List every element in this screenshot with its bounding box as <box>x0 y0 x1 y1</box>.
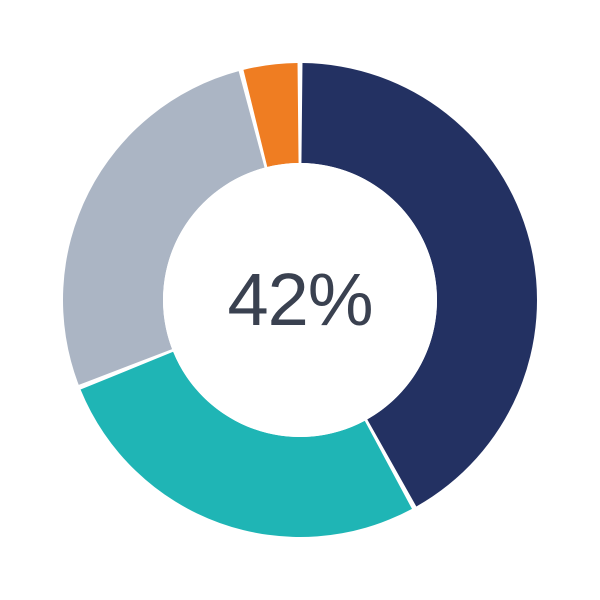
donut-slice-1[interactable] <box>301 63 538 507</box>
donut-slice-3[interactable] <box>63 71 265 385</box>
donut-slice-layer <box>63 63 538 537</box>
donut-slice-2[interactable] <box>80 351 412 537</box>
donut-slice-4[interactable] <box>243 63 299 167</box>
donut-center-hole <box>163 163 437 437</box>
